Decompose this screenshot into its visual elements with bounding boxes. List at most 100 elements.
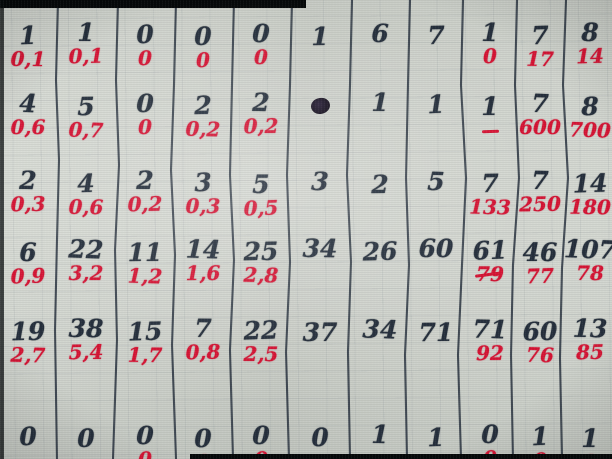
table-cell: 61 79 (463, 235, 517, 287)
cell-value-black: 2 (19, 166, 37, 196)
table-cell: 14 180 (563, 168, 612, 219)
cell-value-red: 0 (482, 445, 498, 459)
cell-value-red-overwritten: 79 (474, 261, 505, 287)
table-cell: 00 (118, 421, 172, 459)
table-cell: 22 3,2 (59, 235, 113, 286)
cell-value-red: 600 (519, 115, 561, 140)
table-cell: 34 (293, 234, 347, 264)
cell-value-black: 7 (481, 168, 499, 199)
table-cell: 1 (353, 420, 407, 450)
cell-value-black: 2 (136, 165, 154, 195)
cell-value-red: 1,6 (185, 260, 221, 286)
table-cell: 60 (409, 233, 463, 263)
table-cell: 6 (353, 19, 407, 48)
cell-value-black: 61 (472, 235, 508, 266)
cell-value-red: 0,9 (10, 263, 46, 289)
table-cell: 7 600 (513, 89, 567, 140)
cell-value-red: 0,1 (68, 43, 104, 69)
cell-value-black: 1 (371, 420, 389, 450)
cell-value-black: 0 (77, 424, 95, 454)
table-cell: 8 14 (563, 18, 612, 68)
table-cell: 46 77 (513, 238, 567, 289)
table-cell: 4 0,6 (1, 89, 55, 137)
cell-value-red: 2,8 (243, 262, 279, 288)
cell-value-red: 133 (468, 194, 512, 220)
cell-value-red: 0 (176, 449, 231, 459)
cell-value-red: 76 (525, 342, 555, 368)
table-cell: 2 0,2 (118, 165, 172, 216)
table-cell: 11 1,2 (118, 237, 172, 289)
cell-value-black: 7 (194, 313, 212, 343)
table-cell: 2 0,3 (1, 166, 55, 216)
cell-value-red: 0 (118, 449, 172, 459)
cell-value-red: 1,7 (127, 342, 163, 367)
cell-value-black: 4 (18, 89, 38, 119)
cell-value-red: 700 (568, 117, 612, 143)
cell-value-black: 0 (194, 423, 212, 453)
cell-value-black: 2 (371, 169, 389, 199)
cell-value-black: 25 (243, 236, 279, 267)
cell-value-black: 7 (530, 89, 550, 119)
cell-value-red: 0 (137, 45, 153, 71)
cell-value-black: 7 (531, 166, 549, 196)
table-cell: 1 (293, 22, 347, 51)
table-cell: 00 (176, 423, 231, 459)
cell-value-black: 1 (530, 421, 550, 452)
cell-value-black: 11 (127, 237, 163, 267)
cell-value-red: 3,2 (68, 261, 104, 286)
cell-value-black: 1 (581, 424, 599, 454)
table-cell: 107 78 (563, 234, 612, 284)
cell-value-black: 0 (135, 421, 155, 451)
table-cell: 26 (353, 236, 407, 266)
table-cell: 4 0,6 (59, 168, 113, 219)
cell-value-black: 0 (135, 19, 155, 50)
cell-value-black: 34 (302, 234, 338, 264)
table-cell: 5 (409, 167, 463, 196)
cell-value-red: 0,2 (185, 116, 221, 142)
table-cell: 34 (353, 315, 407, 345)
table-cell: 25 2,8 (234, 236, 288, 288)
table-cell: 0 (1, 422, 55, 452)
table-cell: 5 0,7 (59, 92, 113, 143)
cell-value-black: 3 (193, 167, 213, 198)
cell-value-black: 0 (251, 420, 271, 451)
cell-value-red: 2,7 (10, 342, 46, 368)
cell-value-red: 0,1 (10, 46, 46, 71)
table-cell: 1 0,1 (59, 18, 113, 69)
cell-value-black: 60 (418, 233, 454, 263)
cell-value-black: 4 (76, 168, 96, 198)
table-cell: 19 2,7 (1, 317, 55, 368)
cell-value-red: 77 (525, 263, 555, 289)
cell-value-black: 1 (481, 18, 499, 48)
table-cell: 2 0,2 (176, 90, 230, 142)
cell-value-black: 2 (194, 90, 212, 121)
cell-value-black: 38 (68, 314, 104, 344)
cell-value-black: 8 (581, 91, 599, 121)
cell-value-black: 46 (522, 238, 558, 268)
cell-value-black: 0 (481, 419, 499, 449)
cell-value-black: 14 (572, 168, 608, 198)
cell-value-black: 1 (18, 20, 38, 50)
cell-value-red: 0 (137, 114, 153, 139)
cell-value-red: 0 (253, 446, 269, 459)
table-cell: 1 (409, 422, 463, 451)
table-cell (293, 93, 347, 118)
cell-value-red: 85 (575, 340, 605, 365)
cell-value-red: 0,6 (68, 194, 104, 219)
table-cell: 60 76 (513, 317, 567, 368)
table-cell: 3 0,3 (176, 167, 230, 219)
cell-value-red: 1,2 (127, 263, 163, 289)
cell-value-red: 0,3 (185, 193, 221, 219)
cell-value-red: 92 (475, 340, 505, 365)
cell-value-black: 107 (563, 234, 612, 266)
cell-value-red: 0 (254, 45, 268, 70)
table-cell: 1 (409, 90, 463, 120)
cell-value-red: 0,5 (243, 195, 279, 221)
